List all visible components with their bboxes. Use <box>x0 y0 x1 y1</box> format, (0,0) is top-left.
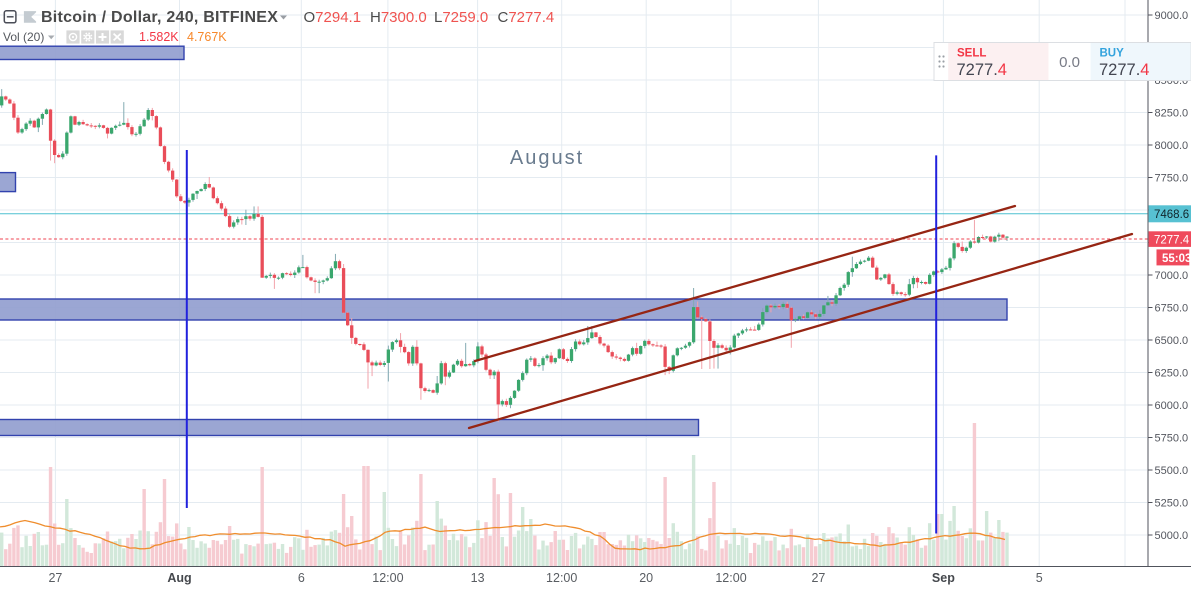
svg-text:8000.0: 8000.0 <box>1155 140 1189 152</box>
svg-text:7277.4: 7277.4 <box>957 61 1007 79</box>
svg-text:7750.0: 7750.0 <box>1155 172 1189 184</box>
svg-text:7000.0: 7000.0 <box>1155 270 1189 282</box>
svg-text:13: 13 <box>471 571 485 585</box>
svg-text:7277.4: 7277.4 <box>1099 61 1149 79</box>
svg-text:Vol (20): Vol (20) <box>3 30 44 44</box>
svg-text:6250.0: 6250.0 <box>1155 367 1189 379</box>
svg-text:5250.0: 5250.0 <box>1155 497 1189 509</box>
svg-text:5750.0: 5750.0 <box>1155 432 1189 444</box>
svg-text:5000.0: 5000.0 <box>1155 530 1189 542</box>
svg-text:SELL: SELL <box>957 48 986 60</box>
svg-text:August: August <box>510 147 584 169</box>
svg-text:4.767K: 4.767K <box>187 30 227 44</box>
svg-text:6: 6 <box>298 571 305 585</box>
svg-text:6750.0: 6750.0 <box>1155 302 1189 314</box>
svg-text:27: 27 <box>48 571 62 585</box>
svg-text:BUY: BUY <box>1100 48 1125 60</box>
svg-text:1.582K: 1.582K <box>139 30 179 44</box>
svg-text:55:03: 55:03 <box>1162 253 1191 265</box>
svg-text:5500.0: 5500.0 <box>1155 465 1189 477</box>
svg-text:12:00: 12:00 <box>546 571 577 585</box>
svg-text:7468.6: 7468.6 <box>1154 209 1189 221</box>
svg-text:Sep: Sep <box>932 571 955 585</box>
svg-text:7277.4: 7277.4 <box>1154 234 1190 246</box>
svg-text:8250.0: 8250.0 <box>1155 107 1189 119</box>
svg-text:9000.0: 9000.0 <box>1155 10 1189 22</box>
svg-text:6500.0: 6500.0 <box>1155 335 1189 347</box>
svg-text:12:00: 12:00 <box>372 571 403 585</box>
svg-text:5: 5 <box>1036 571 1043 585</box>
svg-text:Aug: Aug <box>167 571 191 585</box>
svg-text:20: 20 <box>639 571 653 585</box>
svg-text:Bitcoin / Dollar, 240, BITFINE: Bitcoin / Dollar, 240, BITFINEX <box>41 9 278 26</box>
svg-text:6000.0: 6000.0 <box>1155 400 1189 412</box>
svg-text:0.0: 0.0 <box>1059 54 1080 71</box>
svg-text:12:00: 12:00 <box>715 571 746 585</box>
svg-text:27: 27 <box>811 571 825 585</box>
